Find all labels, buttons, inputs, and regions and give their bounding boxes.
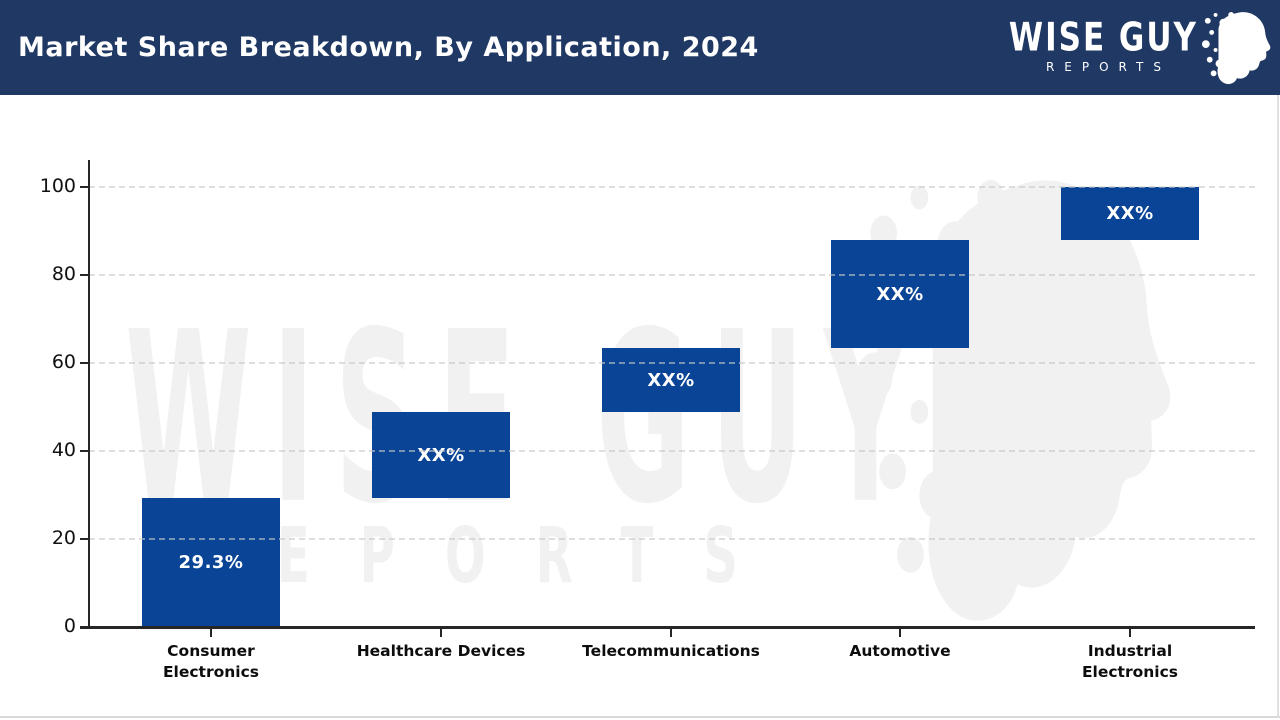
x-category-label: Industrial Electronics bbox=[1081, 642, 1179, 681]
gridline-20 bbox=[89, 538, 1255, 540]
x-tick-2 bbox=[670, 629, 672, 637]
bar-segment: XX% bbox=[602, 348, 740, 413]
y-tick-20 bbox=[80, 538, 88, 540]
bar-segment: XX% bbox=[372, 412, 510, 499]
logo-subname: REPORTS bbox=[1045, 59, 1171, 74]
wiseguy-logo: WISE GUY REPORTS bbox=[1009, 7, 1280, 89]
wiseguy-head-icon bbox=[1201, 11, 1271, 84]
x-tick-3 bbox=[899, 629, 901, 637]
y-tick-100 bbox=[80, 186, 88, 188]
bar-value-label: XX% bbox=[876, 283, 924, 305]
watermark-text-line2: REPORTS bbox=[190, 511, 788, 602]
logo-name: WISE GUY bbox=[1008, 14, 1198, 60]
x-category-label: Automotive bbox=[849, 642, 951, 660]
bar-value-label: XX% bbox=[647, 369, 695, 391]
logo-text: WISE GUY REPORTS bbox=[1009, 18, 1198, 74]
gridline-100 bbox=[89, 186, 1255, 188]
x-tick-4 bbox=[1129, 629, 1131, 637]
bar-segment: 29.3% bbox=[142, 498, 280, 627]
x-tick-0 bbox=[210, 629, 212, 637]
x-tick-1 bbox=[440, 629, 442, 637]
bar-segment: XX% bbox=[1061, 187, 1199, 241]
bar-value-label: XX% bbox=[1106, 203, 1154, 225]
bottom-border-line bbox=[0, 716, 1280, 718]
gridline-80 bbox=[89, 274, 1255, 276]
gridline-60 bbox=[89, 362, 1255, 364]
bar-value-label: XX% bbox=[417, 444, 465, 466]
y-tick-label-80: 80 bbox=[51, 263, 76, 285]
bar-segment: XX% bbox=[831, 240, 969, 349]
y-axis-spine bbox=[88, 160, 90, 629]
gridline-40 bbox=[89, 450, 1255, 452]
y-tick-label-60: 60 bbox=[51, 351, 76, 373]
x-axis-spine bbox=[80, 626, 1255, 629]
y-tick-40 bbox=[80, 450, 88, 452]
header-bar: Market Share Breakdown, By Application, … bbox=[0, 0, 1280, 95]
page-title: Market Share Breakdown, By Application, … bbox=[18, 32, 759, 63]
y-tick-label-40: 40 bbox=[51, 439, 76, 461]
x-category-label: Healthcare Devices bbox=[356, 642, 526, 660]
y-tick-80 bbox=[80, 274, 88, 276]
x-category-label: Consumer Electronics bbox=[162, 642, 260, 681]
right-border-line bbox=[1277, 95, 1279, 718]
y-tick-label-0: 0 bbox=[63, 615, 76, 637]
x-category-label: Telecommunications bbox=[582, 642, 760, 660]
y-tick-label-100: 100 bbox=[39, 175, 76, 197]
y-tick-60 bbox=[80, 362, 88, 364]
bar-value-label: 29.3% bbox=[178, 552, 244, 574]
y-tick-label-20: 20 bbox=[51, 527, 76, 549]
